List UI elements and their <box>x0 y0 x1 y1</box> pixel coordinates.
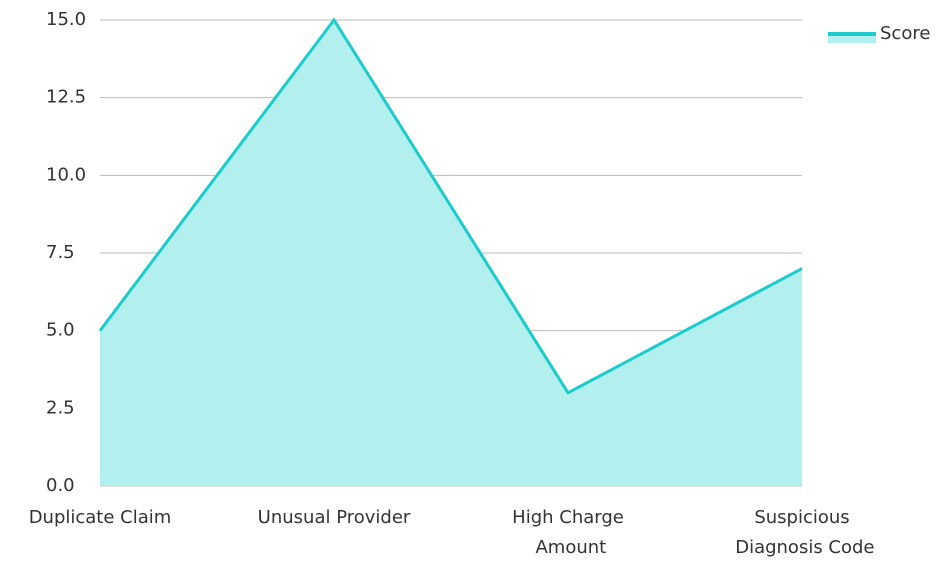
x-tick-label: Suspicious Diagnosis Code <box>729 507 874 558</box>
y-tick-label: 12.5 <box>46 87 86 108</box>
x-tick-label: Unusual Provider <box>258 507 411 528</box>
y-tick-label: 2.5 <box>46 397 75 418</box>
y-tick-label: 10.0 <box>46 164 86 185</box>
y-tick-label: 7.5 <box>46 242 75 263</box>
legend-label: Score <box>880 23 930 44</box>
legend-swatch <box>828 34 876 43</box>
x-tick-label: High Charge Amount <box>512 507 624 558</box>
y-tick-label: 5.0 <box>46 320 75 341</box>
x-tick-label: Duplicate Claim <box>29 507 172 528</box>
y-tick-label: 0.0 <box>46 475 75 496</box>
y-tick-label: 15.0 <box>46 9 86 30</box>
area-line <box>98 17 803 395</box>
area-fill <box>100 20 802 486</box>
